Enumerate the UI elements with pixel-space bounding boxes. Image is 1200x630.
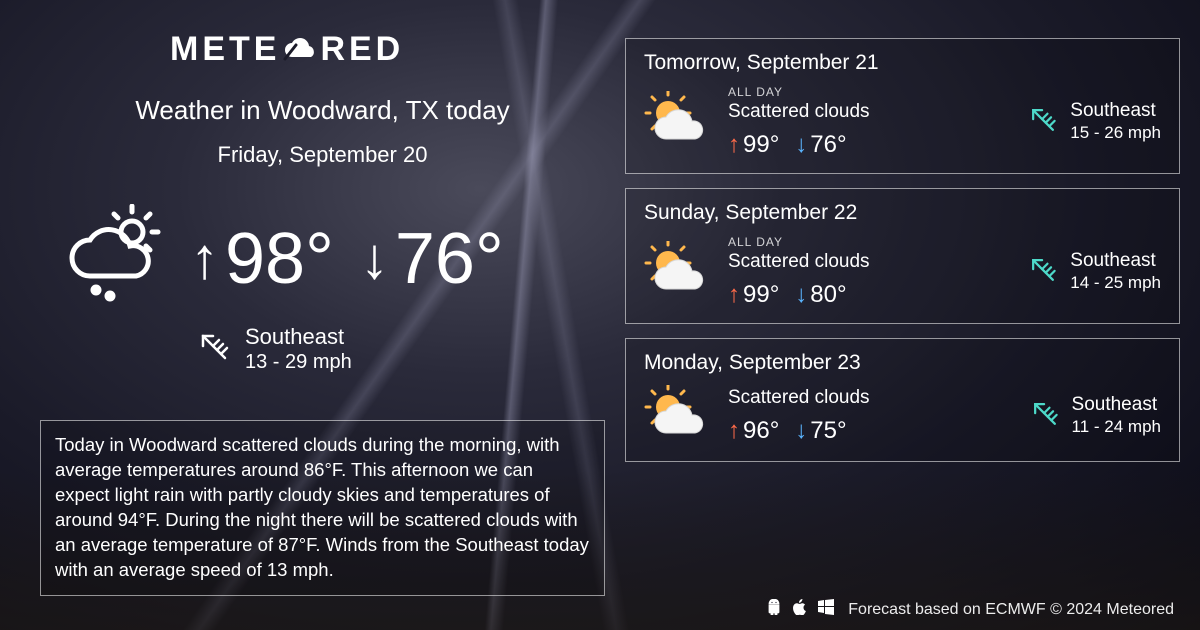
all-day-label: ALL DAY — [728, 235, 968, 249]
forecast-description: Today in Woodward scattered clouds durin… — [40, 420, 605, 596]
forecast-date: Tomorrow, September 21 — [644, 51, 1161, 75]
android-icon — [766, 599, 782, 620]
arrow-down-icon: ↓ — [795, 131, 807, 159]
today-wind: Southeast 13 - 29 mph — [195, 324, 605, 374]
forecast-condition: Scattered clouds — [728, 387, 968, 409]
forecast-wind: Southeast 11 - 24 mph — [1028, 394, 1161, 437]
forecast-low: ↓76° — [795, 131, 846, 159]
sun-cloud-icon — [644, 91, 706, 153]
footer-text: Forecast based on ECMWF © 2024 Meteored — [848, 601, 1174, 619]
all-day-label: ALL DAY — [728, 85, 968, 99]
sun-cloud-icon — [644, 385, 706, 447]
today-low: ↓76° — [360, 218, 504, 300]
forecast-wind-speed: 14 - 25 mph — [1070, 273, 1161, 293]
brand-text-1: METE — [170, 30, 280, 69]
wind-speed: 13 - 29 mph — [245, 350, 352, 374]
forecast-wind: Southeast 14 - 25 mph — [1026, 250, 1161, 293]
today-high: ↑98° — [190, 218, 334, 300]
today-summary: ↑98° ↓76° — [60, 204, 605, 314]
wind-arrow-icon — [195, 328, 233, 371]
today-date: Friday, September 20 — [40, 142, 605, 168]
arrow-up-icon: ↑ — [190, 230, 219, 288]
forecast-date: Sunday, September 22 — [644, 201, 1161, 225]
brand-cloud-icon — [282, 35, 318, 65]
arrow-up-icon: ↑ — [728, 281, 740, 309]
forecast-date: Monday, September 23 — [644, 351, 1161, 375]
page-title: Weather in Woodward, TX today — [40, 95, 605, 126]
forecast-card: Monday, September 23 Scattered clouds ↑9… — [625, 338, 1180, 462]
forecast-list: Tomorrow, September 21 ALL DAY Scattered… — [625, 30, 1180, 610]
windows-icon — [818, 599, 834, 620]
wind-arrow-icon — [1028, 397, 1062, 436]
forecast-wind-speed: 11 - 24 mph — [1072, 417, 1161, 437]
forecast-condition: Scattered clouds — [728, 251, 968, 273]
forecast-wind-dir: Southeast — [1070, 250, 1161, 273]
sun-cloud-icon — [644, 241, 706, 303]
forecast-wind-dir: Southeast — [1070, 100, 1161, 123]
arrow-down-icon: ↓ — [360, 230, 389, 288]
arrow-up-icon: ↑ — [728, 131, 740, 159]
forecast-high: ↑99° — [728, 131, 779, 159]
forecast-card: Tomorrow, September 21 ALL DAY Scattered… — [625, 38, 1180, 174]
wind-arrow-icon — [1026, 103, 1060, 142]
forecast-card: Sunday, September 22 ALL DAY Scattered c… — [625, 188, 1180, 324]
wind-direction: Southeast — [245, 324, 352, 350]
footer: Forecast based on ECMWF © 2024 Meteored — [766, 599, 1174, 620]
forecast-low: ↓75° — [795, 417, 846, 445]
forecast-high: ↑96° — [728, 417, 779, 445]
forecast-wind: Southeast 15 - 26 mph — [1026, 100, 1161, 143]
brand-text-2: RED — [320, 30, 404, 69]
forecast-low: ↓80° — [795, 281, 846, 309]
arrow-down-icon: ↓ — [795, 281, 807, 309]
apple-icon — [792, 599, 808, 620]
forecast-condition: Scattered clouds — [728, 101, 968, 123]
arrow-down-icon: ↓ — [795, 417, 807, 445]
wind-arrow-icon — [1026, 253, 1060, 292]
forecast-wind-dir: Southeast — [1072, 394, 1161, 417]
brand-logo: METE RED — [170, 30, 605, 69]
cloud-sun-rain-icon — [60, 204, 170, 314]
forecast-high: ↑99° — [728, 281, 779, 309]
forecast-wind-speed: 15 - 26 mph — [1070, 123, 1161, 143]
arrow-up-icon: ↑ — [728, 417, 740, 445]
